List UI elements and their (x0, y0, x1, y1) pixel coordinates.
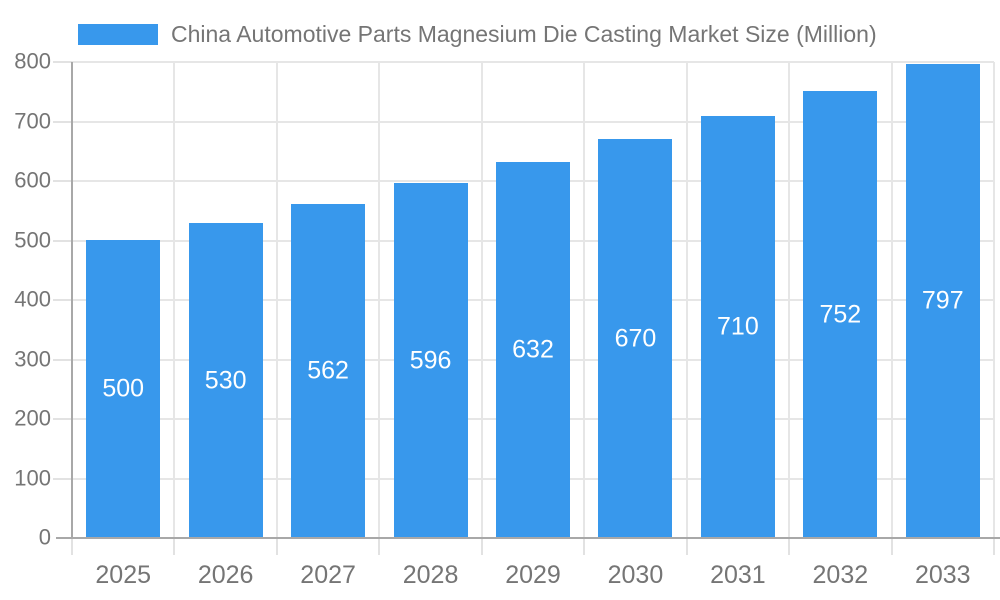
y-axis-tick (53, 299, 72, 301)
y-axis-tick-label: 800 (14, 48, 51, 74)
legend-swatch (78, 24, 158, 45)
y-axis-tick-label: 100 (14, 464, 51, 490)
x-axis-tick-label: 2030 (607, 561, 664, 589)
bar-value-label: 500 (102, 374, 145, 403)
x-axis-tick (378, 538, 381, 555)
y-axis-tick-label: 500 (14, 226, 51, 252)
x-axis-tick-label: 2029 (505, 561, 561, 589)
y-axis-tick-label: 600 (14, 167, 51, 193)
x-gridline (480, 62, 483, 538)
x-axis-tick (480, 538, 483, 555)
y-axis-tick-label: 300 (14, 345, 51, 371)
bar-value-label: 710 (717, 312, 759, 341)
y-axis-tick-label: 200 (14, 405, 51, 431)
bar-value-label: 562 (307, 356, 349, 385)
x-gridline (890, 62, 893, 538)
y-axis-tick (53, 120, 72, 123)
legend-label: China Automotive Parts Magnesium Die Cas… (171, 21, 877, 47)
x-gridline (993, 62, 995, 538)
x-axis-tick (71, 538, 73, 555)
bar[interactable] (701, 116, 775, 538)
y-axis-tick-label: 700 (14, 107, 51, 133)
x-axis-tick (685, 538, 688, 555)
x-axis-tick (173, 538, 176, 555)
x-axis-tick-label: 2031 (710, 561, 766, 589)
y-axis-tick (53, 358, 72, 361)
bar-value-label: 752 (819, 300, 862, 328)
bar[interactable] (496, 162, 570, 538)
bar[interactable] (803, 91, 877, 538)
x-gridline (685, 62, 688, 538)
legend: China Automotive Parts Magnesium Die Cas… (78, 21, 877, 48)
bar[interactable] (598, 139, 672, 538)
bar[interactable] (906, 64, 980, 538)
y-axis-tick (53, 239, 72, 242)
x-gridline (173, 62, 176, 538)
y-axis-tick-label: 400 (14, 286, 51, 312)
bar-value-label: 596 (409, 346, 452, 374)
x-gridline (378, 62, 381, 538)
bar-value-label: 797 (921, 286, 964, 315)
bar-value-label: 632 (512, 335, 554, 364)
x-gridline (583, 62, 586, 538)
y-axis-tick (53, 418, 72, 420)
x-axis-tick (583, 538, 586, 555)
x-axis-tick-label: 2033 (914, 561, 971, 589)
x-axis-tick (993, 538, 995, 555)
bar[interactable] (291, 204, 365, 538)
x-axis-tick (890, 538, 893, 555)
x-axis-tick-label: 2028 (402, 561, 459, 589)
y-gridline (72, 61, 994, 63)
x-axis-tick-label: 2032 (812, 561, 869, 589)
bar-value-label: 670 (614, 324, 657, 352)
bar[interactable] (394, 183, 468, 538)
x-axis-tick-label: 2025 (95, 561, 152, 589)
x-gridline (275, 62, 278, 538)
x-axis-tick (788, 538, 791, 555)
y-axis-tick-label: 0 (38, 524, 51, 550)
x-axis-tick-label: 2027 (300, 561, 356, 589)
y-axis-tick (53, 180, 72, 182)
bar-value-label: 530 (204, 366, 247, 394)
bar[interactable] (189, 223, 263, 538)
bar[interactable] (86, 240, 160, 538)
x-axis-tick-label: 2026 (197, 561, 254, 589)
y-axis-tick (53, 61, 72, 63)
y-axis-tick (53, 477, 72, 480)
x-axis-tick (275, 538, 278, 555)
x-gridline (788, 62, 791, 538)
y-gridline (72, 120, 994, 123)
y-axis-line (71, 62, 73, 538)
x-axis-line (56, 537, 1000, 539)
